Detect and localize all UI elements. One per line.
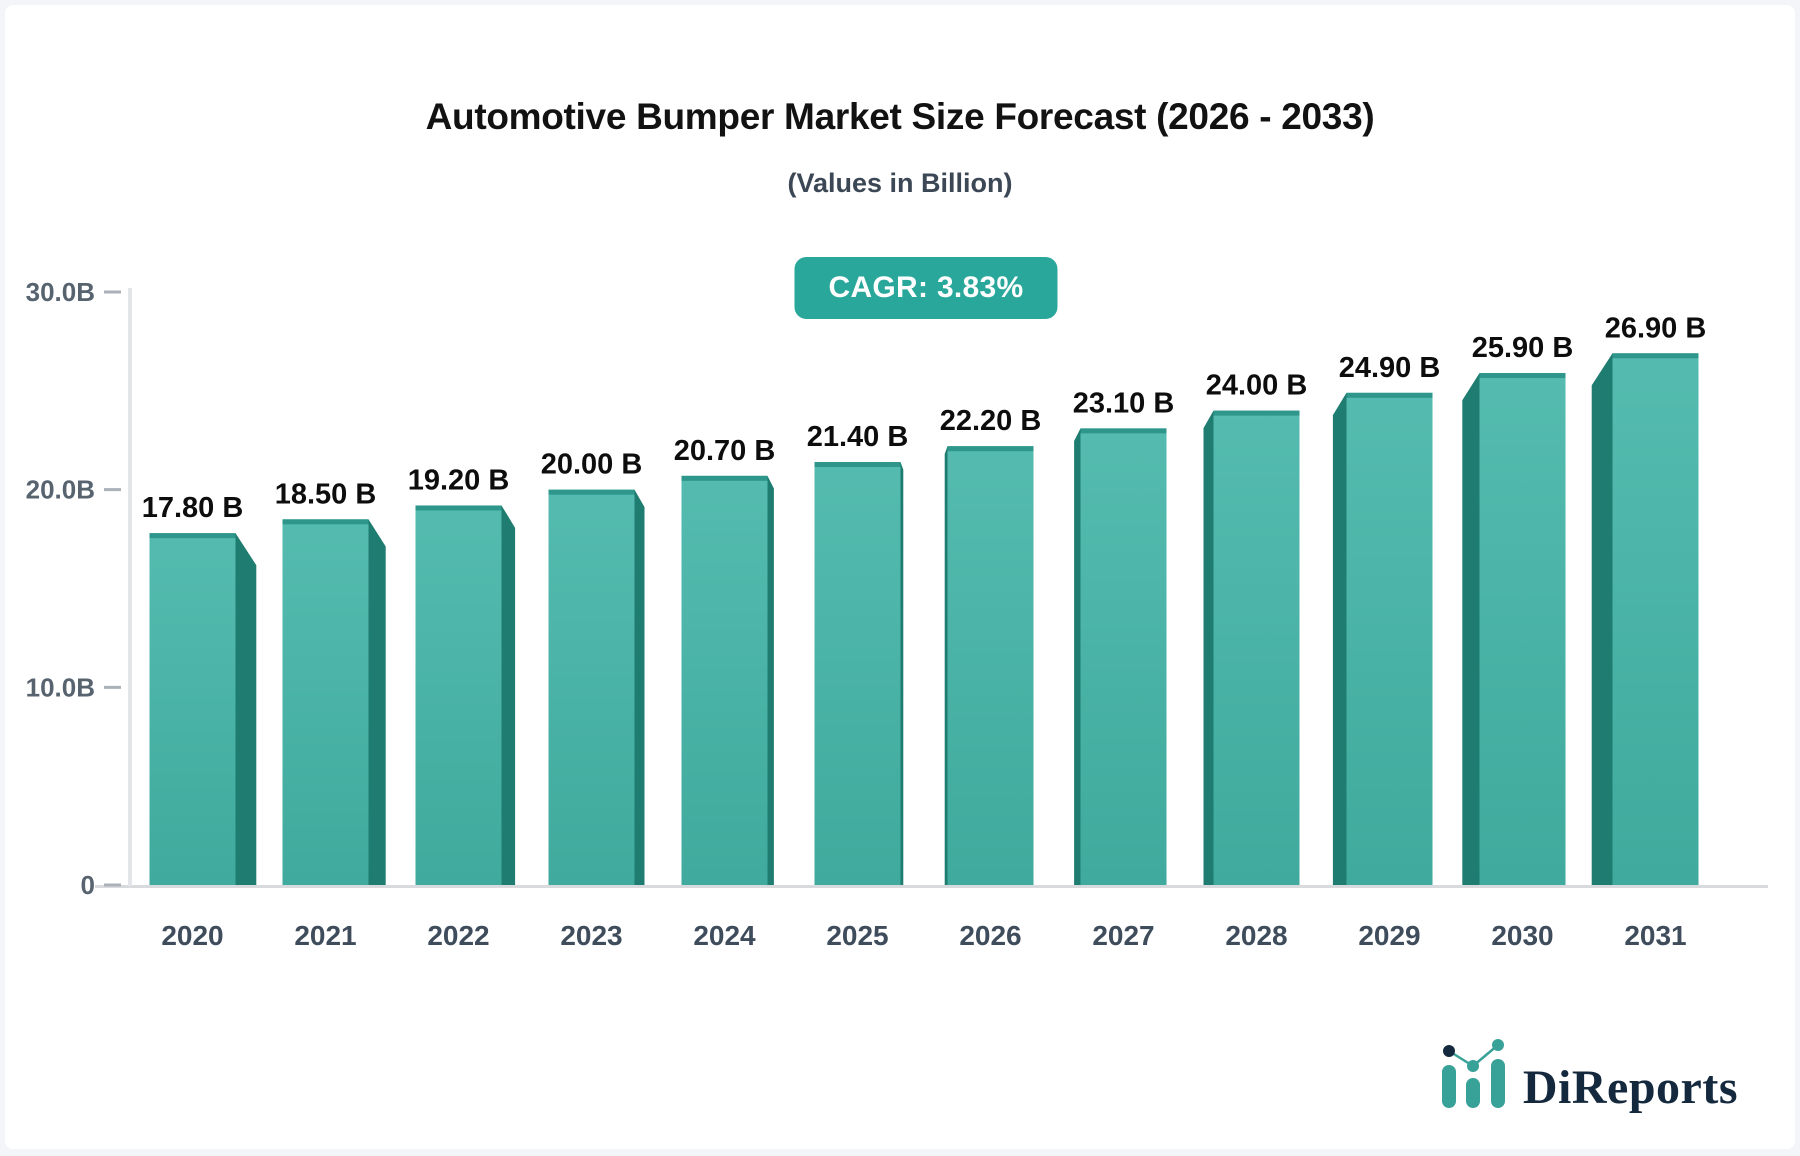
bar-value-label: 21.40 B xyxy=(807,421,909,453)
bar-front-face xyxy=(1346,392,1433,885)
bar-side-face xyxy=(1332,392,1347,885)
bar-top-edge xyxy=(1213,410,1300,416)
y-axis-label: 10.0B xyxy=(26,672,95,702)
chart-title: Automotive Bumper Market Size Forecast (… xyxy=(425,96,1375,137)
bar-side-face xyxy=(1074,428,1081,885)
bar-2029[interactable]: 24.90 B 2029 xyxy=(1332,352,1441,951)
bar-front-face xyxy=(1213,410,1300,885)
brand-name: DiReports xyxy=(1522,1061,1738,1114)
cagr-badge: CAGR: 3.83% xyxy=(794,257,1058,319)
bar-value-label: 20.00 B xyxy=(541,449,643,481)
bar-front-face xyxy=(415,505,502,885)
x-axis-label: 2024 xyxy=(693,920,756,951)
bar-value-label: 22.20 B xyxy=(940,405,1042,437)
bar-top-edge xyxy=(814,461,901,467)
bar-front-face xyxy=(548,489,635,885)
bar-side-face xyxy=(944,446,948,885)
x-axis-label: 2026 xyxy=(959,920,1021,951)
bar-side-face xyxy=(1462,373,1480,885)
bar-top-edge xyxy=(149,533,236,539)
bar-value-label: 17.80 B xyxy=(142,492,244,524)
bar-side-face xyxy=(1591,353,1613,885)
bar-2025[interactable]: 21.40 B 2025 xyxy=(807,421,909,951)
bar-top-edge xyxy=(947,446,1034,452)
bar-2026[interactable]: 22.20 B 2026 xyxy=(940,405,1042,951)
bar-2024[interactable]: 20.70 B 2024 xyxy=(674,435,776,951)
bar-top-edge xyxy=(1080,428,1167,434)
y-axis-label: 20.0B xyxy=(26,475,95,505)
bar-value-label: 24.00 B xyxy=(1206,370,1308,402)
bar-2021[interactable]: 18.50 B 2021 xyxy=(275,478,386,951)
bar-front-face xyxy=(1612,353,1699,885)
bar-2023[interactable]: 20.00 B 2023 xyxy=(541,449,645,951)
x-axis-label: 2028 xyxy=(1225,920,1287,951)
bar-value-label: 26.90 B xyxy=(1605,312,1707,344)
x-axis-label: 2030 xyxy=(1491,920,1553,951)
bar-value-label: 24.90 B xyxy=(1339,352,1441,384)
bar-top-edge xyxy=(282,519,369,525)
bar-2028[interactable]: 24.00 B 2028 xyxy=(1203,370,1308,951)
bar-value-label: 23.10 B xyxy=(1073,387,1175,419)
x-axis-label: 2021 xyxy=(294,920,356,951)
bar-front-face xyxy=(947,446,1034,885)
bar-front-face xyxy=(1479,373,1566,885)
bar-value-label: 20.70 B xyxy=(674,435,776,467)
chart-subtitle: (Values in Billion) xyxy=(787,168,1013,198)
bar-side-face xyxy=(1203,410,1214,885)
bar-side-face xyxy=(235,533,257,885)
bar-2031[interactable]: 26.90 B 2031 xyxy=(1591,312,1707,951)
bar-front-face xyxy=(1080,428,1167,885)
bar-value-label: 19.20 B xyxy=(408,464,510,496)
x-axis-label: 2025 xyxy=(826,920,888,951)
bar-side-face xyxy=(900,461,904,885)
bar-side-face xyxy=(767,475,774,885)
x-axis-label: 2020 xyxy=(161,920,223,951)
bar-side-face xyxy=(634,489,645,885)
x-axis-label: 2029 xyxy=(1358,920,1420,951)
bar-2030[interactable]: 25.90 B 2030 xyxy=(1462,332,1573,951)
x-axis-label: 2031 xyxy=(1624,920,1686,951)
bar-front-face xyxy=(681,475,768,885)
x-axis-label: 2022 xyxy=(427,920,489,951)
bar-2020[interactable]: 17.80 B 2020 xyxy=(142,492,257,951)
bar-front-face xyxy=(814,461,901,885)
bar-top-edge xyxy=(1479,373,1566,379)
bar-top-edge xyxy=(1346,392,1433,398)
bar-value-label: 25.90 B xyxy=(1472,332,1574,364)
bar-2022[interactable]: 19.20 B 2022 xyxy=(408,464,516,951)
bar-2027[interactable]: 23.10 B 2027 xyxy=(1073,387,1175,951)
bar-side-face xyxy=(368,519,386,885)
bar-top-edge xyxy=(548,489,635,495)
bar-top-edge xyxy=(1612,353,1699,359)
bar-front-face xyxy=(149,533,236,885)
x-axis-label: 2023 xyxy=(560,920,622,951)
bar-side-face xyxy=(501,505,516,885)
bar-front-face xyxy=(282,519,369,885)
y-axis-label: 30.0B xyxy=(26,277,95,307)
bar-value-label: 18.50 B xyxy=(275,478,377,510)
bar-line-chart-icon xyxy=(1441,1039,1505,1108)
brand-logo: DiReports xyxy=(1440,1038,1738,1112)
y-axis-label: 0 xyxy=(81,870,95,900)
bar-top-edge xyxy=(681,475,768,481)
x-axis-label: 2027 xyxy=(1092,920,1154,951)
bar-top-edge xyxy=(415,505,502,511)
